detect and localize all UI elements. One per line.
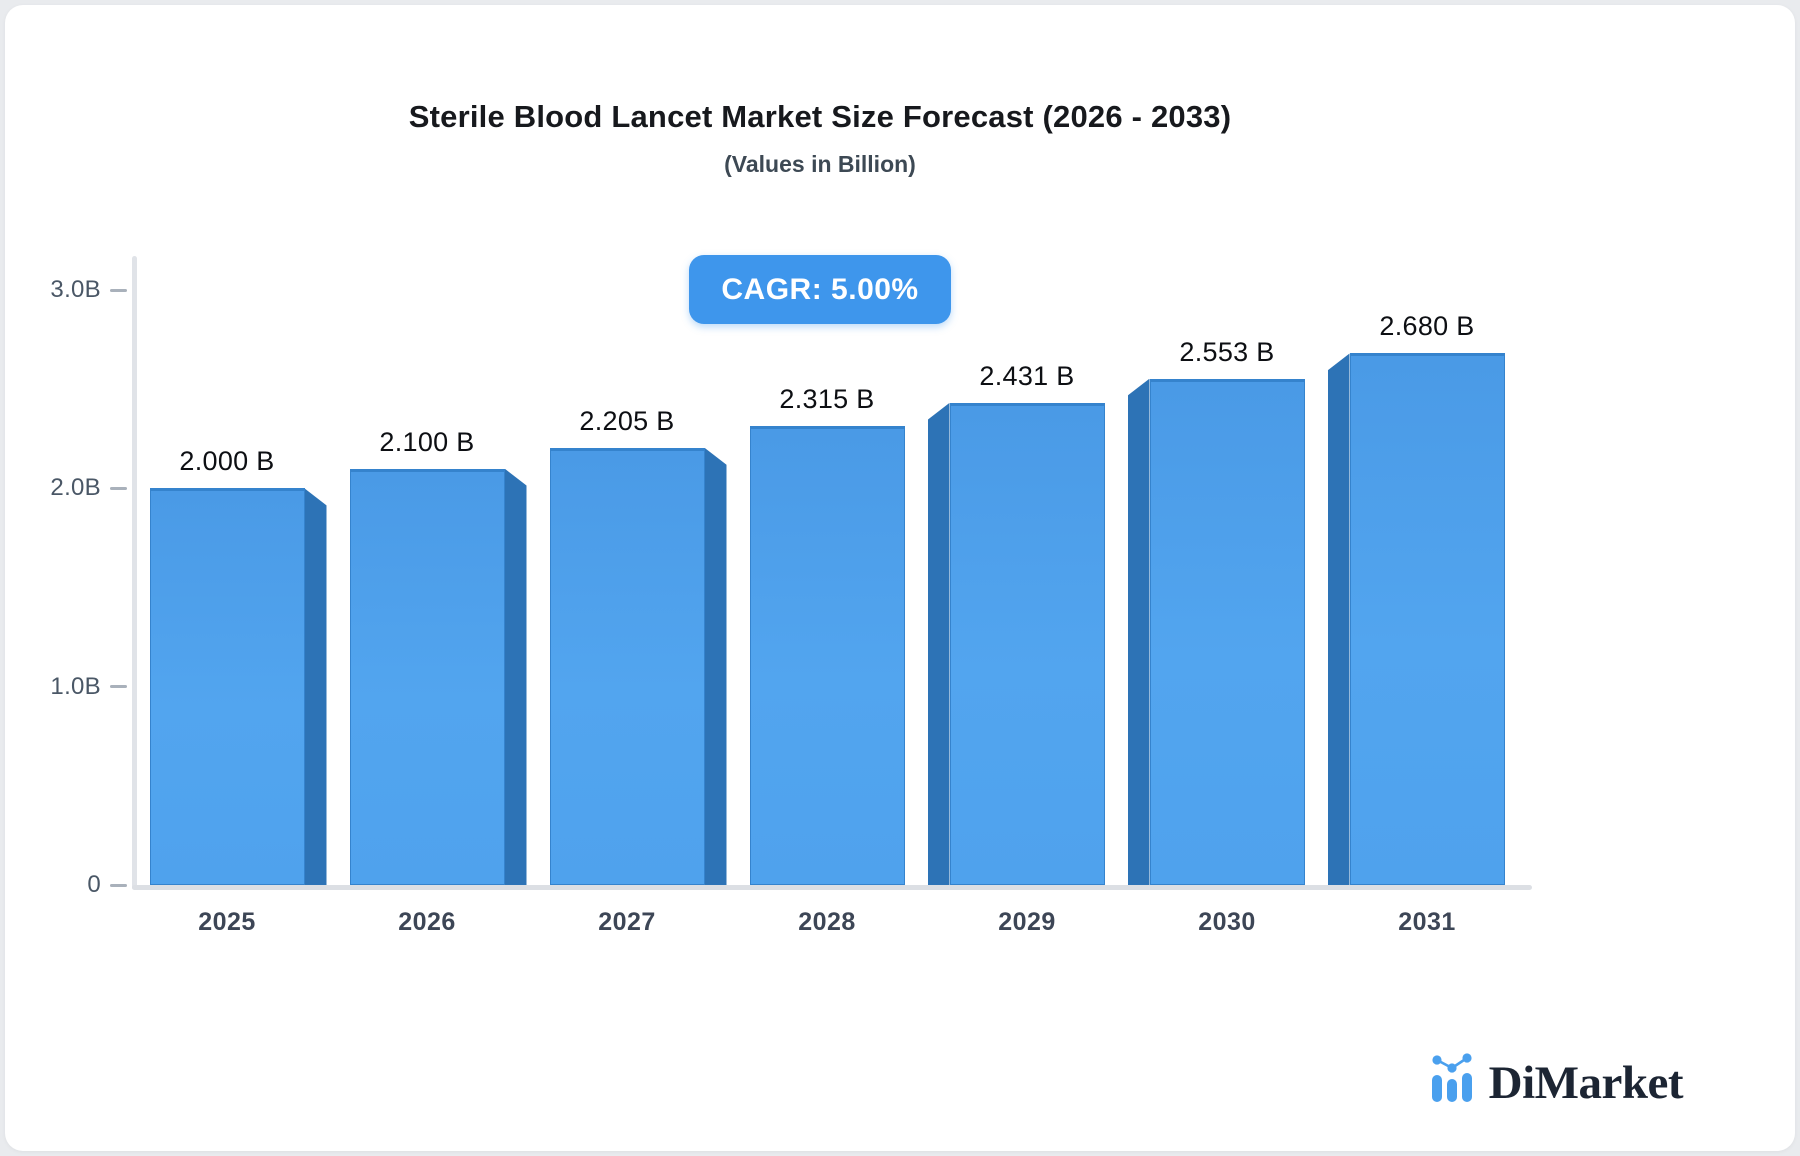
bar-group-2031: 2.680 B 2031 — [1327, 290, 1527, 936]
brand-logo: DiMarket — [1431, 1050, 1684, 1109]
brand-name: DiMarket — [1488, 1057, 1684, 1109]
bar-side-face — [504, 468, 527, 885]
bar-side-face — [304, 488, 327, 885]
y-axis-line — [132, 256, 137, 890]
chart-subtitle: (Values in Billion) — [724, 151, 916, 177]
bar-group-2028: 2.315 B 2028 — [727, 290, 927, 936]
bar-group-2025: 2.000 B 2025 — [127, 290, 327, 936]
bar-2027 — [549, 447, 727, 885]
bar-group-2029: 2.431 B 2029 — [927, 290, 1127, 936]
bar-group-2026: 2.100 B 2026 — [327, 290, 527, 936]
y-axis-tick-label: 0 — [87, 871, 101, 898]
bar-front-face — [349, 468, 505, 885]
bar-2028 — [749, 425, 905, 885]
bar-value-label: 2.315 B — [779, 383, 875, 414]
bar-front-face — [1349, 353, 1505, 885]
bar-front-face — [1149, 378, 1305, 885]
bar-2031 — [1327, 353, 1505, 885]
y-axis-tick-mark — [110, 486, 127, 490]
x-axis-line — [132, 885, 1532, 890]
bar-value-label: 2.205 B — [579, 405, 675, 436]
cagr-badge-row: CAGR: 5.00% — [5, 255, 1635, 324]
x-axis-category-label: 2028 — [798, 908, 856, 936]
y-axis-tick-mark — [110, 288, 127, 292]
x-axis-category-label: 2030 — [1198, 908, 1256, 936]
y-axis-tick-mark — [110, 883, 127, 887]
x-axis-category-label: 2031 — [1398, 908, 1456, 936]
bar-side-face — [1327, 353, 1350, 885]
y-axis-tick-label: 1.0B — [50, 672, 101, 700]
bar-side-face — [1127, 378, 1150, 885]
bar-2026 — [349, 468, 527, 885]
bar-value-label: 2.100 B — [379, 426, 475, 457]
x-axis-category-label: 2027 — [598, 908, 656, 936]
bar-front-face — [149, 488, 305, 885]
y-axis-tick-mark — [110, 685, 127, 689]
bar-value-label: 2.431 B — [979, 360, 1075, 391]
bar-group-2030: 2.553 B 2030 — [1127, 290, 1327, 936]
bar-front-face — [549, 447, 705, 885]
chart-card: Sterile Blood Lancet Market Size Forecas… — [5, 5, 1795, 1151]
bar-2030 — [1127, 378, 1305, 885]
x-axis-category-label: 2026 — [398, 908, 456, 936]
bar-chart-logo-icon — [1431, 1050, 1477, 1107]
bar-front-face — [749, 425, 905, 885]
bar-side-face — [927, 402, 950, 885]
bar-value-label: 2.000 B — [179, 446, 275, 477]
chart-title: Sterile Blood Lancet Market Size Forecas… — [408, 99, 1232, 134]
bar-2029 — [927, 402, 1105, 885]
x-axis-category-label: 2029 — [998, 908, 1056, 936]
x-axis-category-label: 2025 — [198, 908, 256, 936]
bar-front-face — [949, 402, 1105, 885]
bar-value-label: 2.553 B — [1179, 336, 1275, 367]
cagr-badge: CAGR: 5.00% — [689, 255, 951, 324]
plot-area: 2.000 B 2025 2.100 B 2026 2.205 B 2027 2.315 B… — [127, 290, 1527, 936]
y-axis-tick-label: 2.0B — [50, 474, 101, 502]
bar-side-face — [704, 447, 727, 885]
bar-2025 — [149, 488, 327, 885]
bar-value-label: 2.680 B — [1379, 311, 1475, 342]
bar-group-2027: 2.205 B 2027 — [527, 290, 727, 936]
y-axis-tick-label: 3.0B — [50, 276, 101, 303]
